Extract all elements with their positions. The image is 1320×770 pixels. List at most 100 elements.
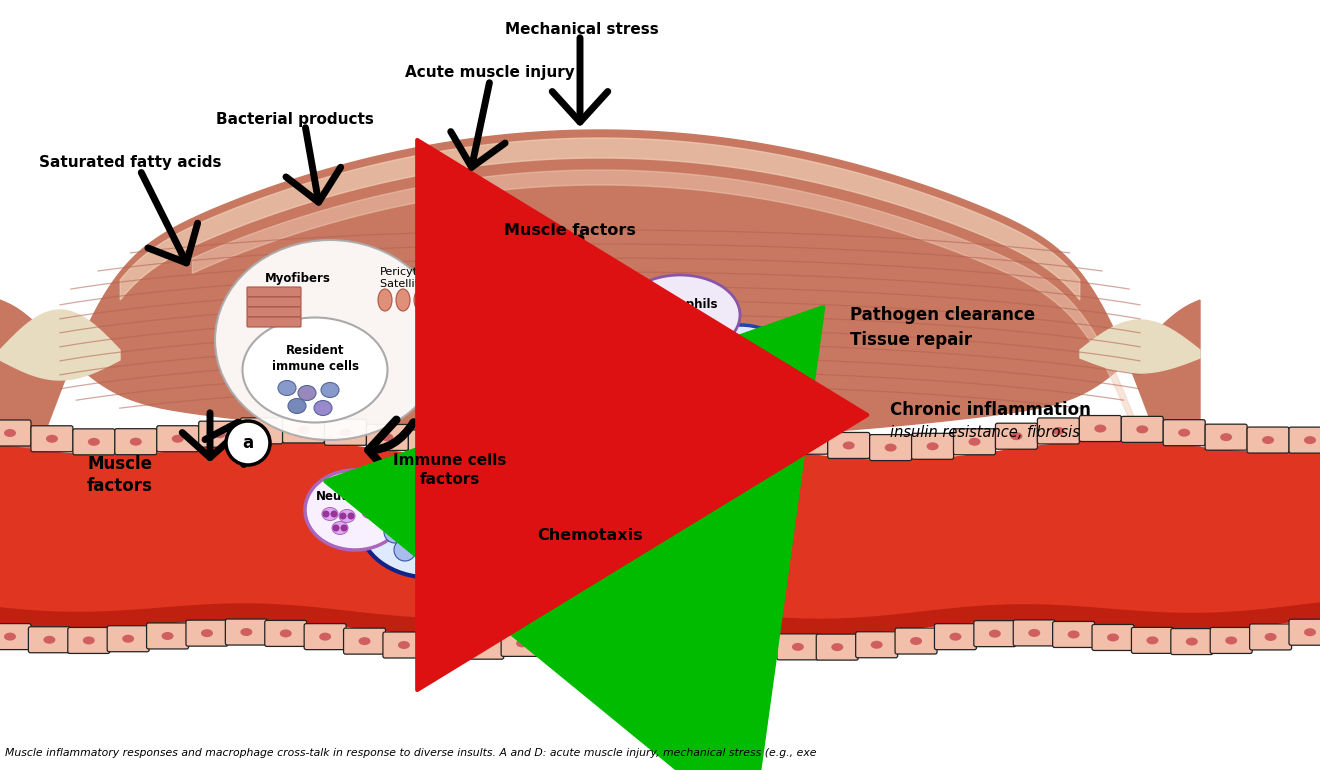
Text: Muscle
factors: Muscle factors — [87, 455, 153, 495]
Ellipse shape — [322, 507, 338, 521]
Polygon shape — [0, 130, 1200, 530]
Ellipse shape — [591, 437, 603, 446]
FancyBboxPatch shape — [618, 424, 660, 450]
Circle shape — [546, 458, 590, 502]
FancyBboxPatch shape — [660, 420, 702, 447]
Text: d: d — [569, 261, 581, 279]
FancyBboxPatch shape — [1080, 416, 1121, 441]
Ellipse shape — [1010, 432, 1023, 440]
Text: Chemotaxis: Chemotaxis — [537, 527, 643, 543]
Text: Neutrophils: Neutrophils — [317, 490, 393, 503]
FancyBboxPatch shape — [383, 632, 425, 658]
Circle shape — [447, 523, 469, 545]
FancyBboxPatch shape — [1014, 620, 1055, 646]
Circle shape — [752, 375, 771, 393]
Ellipse shape — [832, 643, 843, 651]
Ellipse shape — [664, 316, 680, 329]
Ellipse shape — [1185, 638, 1197, 645]
Ellipse shape — [319, 633, 331, 641]
FancyBboxPatch shape — [422, 634, 465, 660]
Ellipse shape — [314, 400, 333, 416]
FancyBboxPatch shape — [974, 621, 1016, 647]
Ellipse shape — [909, 637, 923, 645]
Ellipse shape — [279, 380, 296, 396]
FancyBboxPatch shape — [785, 428, 828, 454]
FancyBboxPatch shape — [1131, 628, 1173, 654]
Ellipse shape — [884, 444, 896, 451]
Circle shape — [697, 314, 704, 322]
Text: Acute
Inflammatory
response: Acute Inflammatory response — [474, 343, 586, 397]
FancyBboxPatch shape — [1205, 424, 1247, 450]
Ellipse shape — [595, 633, 607, 641]
Ellipse shape — [1179, 429, 1191, 437]
Circle shape — [706, 365, 723, 383]
Polygon shape — [0, 602, 1320, 634]
Ellipse shape — [1304, 436, 1316, 444]
Ellipse shape — [414, 289, 428, 311]
FancyBboxPatch shape — [659, 624, 701, 651]
FancyArrowPatch shape — [205, 422, 259, 464]
FancyBboxPatch shape — [576, 429, 618, 454]
FancyBboxPatch shape — [247, 287, 301, 297]
Text: Monocytes: Monocytes — [706, 350, 777, 363]
FancyBboxPatch shape — [115, 429, 157, 455]
FancyBboxPatch shape — [343, 628, 385, 654]
Circle shape — [743, 365, 762, 383]
FancyBboxPatch shape — [450, 434, 492, 460]
Ellipse shape — [1028, 629, 1040, 637]
FancyBboxPatch shape — [1250, 624, 1291, 650]
Text: Mechanical stress: Mechanical stress — [506, 22, 659, 37]
FancyArrowPatch shape — [368, 420, 413, 480]
Ellipse shape — [46, 435, 58, 443]
FancyBboxPatch shape — [0, 420, 30, 446]
FancyBboxPatch shape — [304, 624, 346, 650]
Ellipse shape — [634, 433, 645, 440]
FancyArrowPatch shape — [593, 347, 648, 374]
FancyBboxPatch shape — [995, 424, 1038, 449]
FancyArrowPatch shape — [422, 334, 458, 390]
FancyBboxPatch shape — [744, 424, 785, 449]
FancyBboxPatch shape — [157, 426, 199, 452]
Circle shape — [553, 248, 597, 292]
Ellipse shape — [396, 289, 411, 311]
Ellipse shape — [129, 437, 141, 446]
Text: Chronic inflammation: Chronic inflammation — [890, 401, 1090, 419]
FancyBboxPatch shape — [29, 627, 70, 653]
FancyBboxPatch shape — [0, 624, 30, 650]
Circle shape — [652, 316, 660, 323]
FancyArrowPatch shape — [326, 307, 824, 770]
FancyBboxPatch shape — [147, 623, 189, 649]
FancyBboxPatch shape — [619, 623, 661, 649]
Ellipse shape — [752, 641, 764, 648]
Ellipse shape — [1304, 628, 1316, 636]
FancyArrowPatch shape — [450, 82, 506, 167]
Ellipse shape — [969, 438, 981, 446]
Circle shape — [660, 395, 671, 405]
FancyBboxPatch shape — [247, 317, 301, 327]
Ellipse shape — [620, 275, 741, 355]
Ellipse shape — [644, 313, 660, 326]
Ellipse shape — [688, 312, 704, 324]
Polygon shape — [0, 441, 1320, 634]
FancyBboxPatch shape — [579, 624, 622, 650]
Circle shape — [418, 541, 441, 563]
Circle shape — [441, 539, 463, 561]
Ellipse shape — [675, 409, 692, 423]
Text: a: a — [243, 434, 253, 452]
FancyBboxPatch shape — [502, 631, 543, 656]
Ellipse shape — [1052, 427, 1064, 435]
Ellipse shape — [989, 630, 1001, 638]
Circle shape — [404, 521, 426, 543]
Circle shape — [630, 391, 640, 401]
Ellipse shape — [656, 393, 675, 407]
Ellipse shape — [424, 439, 436, 447]
Circle shape — [226, 421, 271, 465]
Ellipse shape — [83, 637, 95, 644]
Ellipse shape — [1265, 633, 1276, 641]
FancyBboxPatch shape — [953, 429, 995, 455]
Ellipse shape — [359, 637, 371, 645]
FancyBboxPatch shape — [912, 434, 953, 460]
Circle shape — [713, 379, 731, 397]
FancyBboxPatch shape — [265, 621, 306, 647]
Ellipse shape — [713, 637, 725, 644]
